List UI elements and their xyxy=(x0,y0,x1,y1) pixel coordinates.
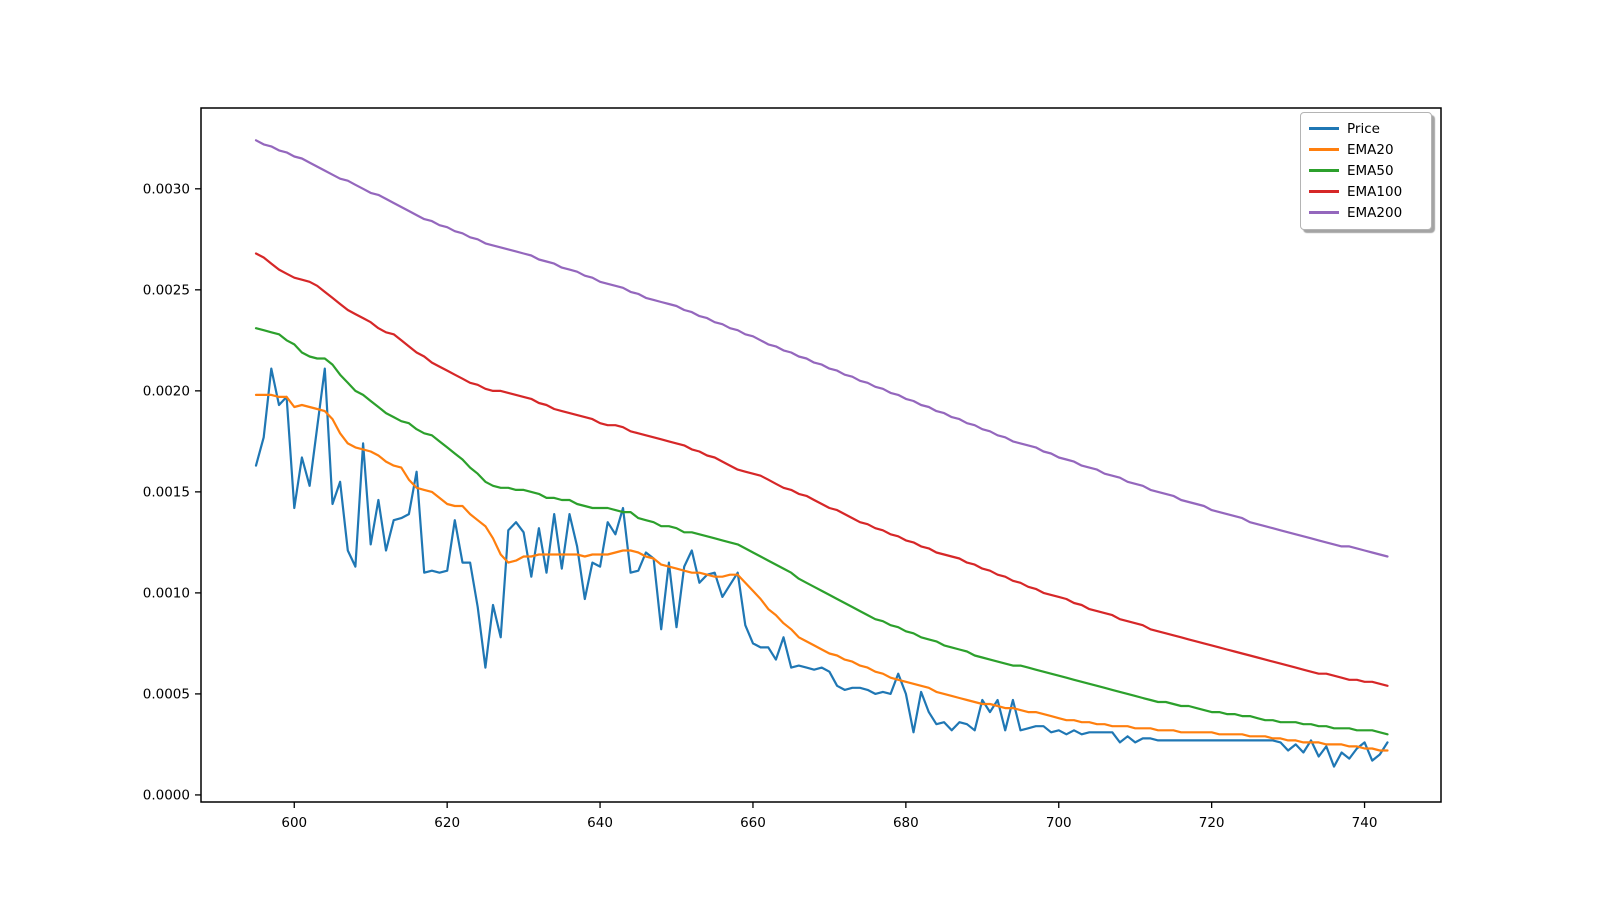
ema50-line-swatch xyxy=(1309,169,1339,172)
x-tick-label: 740 xyxy=(1352,815,1378,831)
y-tick-label: 0.0025 xyxy=(143,282,190,298)
legend-item-ema200: EMA200 xyxy=(1309,202,1423,223)
legend-item-ema20: EMA20 xyxy=(1309,139,1423,160)
series-line-ema100 xyxy=(254,252,1389,687)
x-tick-label: 600 xyxy=(281,815,307,831)
legend-item-price: Price xyxy=(1309,118,1423,139)
series-line-ema20 xyxy=(254,393,1389,752)
legend-label-ema100: EMA100 xyxy=(1347,183,1403,200)
y-tick-label: 0.0000 xyxy=(143,787,190,803)
series-line-ema200 xyxy=(254,139,1389,558)
y-tick-label: 0.0015 xyxy=(143,484,190,500)
legend-label-ema50: EMA50 xyxy=(1347,162,1394,179)
legend-label-ema20: EMA20 xyxy=(1347,141,1394,158)
ema100-line-swatch xyxy=(1309,190,1339,193)
x-tick-label: 700 xyxy=(1046,815,1072,831)
x-tick-label: 660 xyxy=(740,815,766,831)
price-line-swatch xyxy=(1309,127,1339,130)
series-line-ema50 xyxy=(254,327,1389,736)
y-tick-label: 0.0020 xyxy=(143,383,190,399)
y-tick-label: 0.0005 xyxy=(143,686,190,702)
y-tick-label: 0.0030 xyxy=(143,181,190,197)
x-tick-label: 620 xyxy=(434,815,460,831)
legend-item-ema50: EMA50 xyxy=(1309,160,1423,181)
x-tick-label: 680 xyxy=(893,815,919,831)
ema200-line-swatch xyxy=(1309,211,1339,214)
y-tick-label: 0.0010 xyxy=(143,585,190,601)
legend-item-ema100: EMA100 xyxy=(1309,181,1423,202)
x-tick-label: 640 xyxy=(587,815,613,831)
axes-frame xyxy=(200,107,1442,803)
ema20-line-swatch xyxy=(1309,148,1339,151)
legend: Price EMA20 EMA50 EMA100 EMA200 xyxy=(1300,112,1432,230)
series-line-price xyxy=(254,367,1389,768)
x-tick-label: 720 xyxy=(1199,815,1225,831)
legend-label-price: Price xyxy=(1347,120,1380,137)
legend-label-ema200: EMA200 xyxy=(1347,204,1403,221)
